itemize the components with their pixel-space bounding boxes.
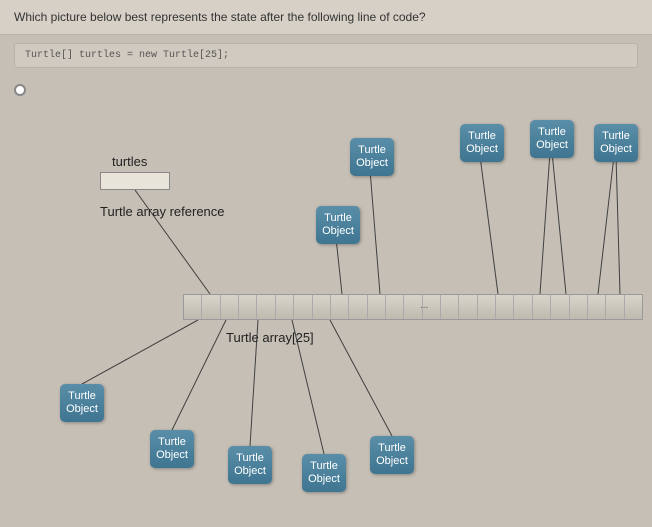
array-cell — [533, 295, 551, 319]
option-radio[interactable] — [14, 84, 26, 96]
array-cell — [588, 295, 606, 319]
code-line: Turtle[] turtles = new Turtle[25]; — [14, 43, 638, 68]
array-cell — [294, 295, 312, 319]
turtle-object-box: TurtleObject — [150, 430, 194, 468]
turtle-object-box: TurtleObject — [460, 124, 504, 162]
array-cell — [496, 295, 514, 319]
array-cell — [202, 295, 220, 319]
array-cell — [257, 295, 275, 319]
array-cell — [625, 295, 642, 319]
array-cell — [570, 295, 588, 319]
array-cell — [386, 295, 404, 319]
turtle-object-box: TurtleObject — [60, 384, 104, 422]
turtle-array-reference-label: Turtle array reference — [100, 204, 225, 219]
array-cell — [184, 295, 202, 319]
turtles-var-box — [100, 172, 170, 190]
array-cell — [349, 295, 367, 319]
turtle-object-box: TurtleObject — [594, 124, 638, 162]
turtle-array-25-label: Turtle array[25] — [226, 330, 314, 345]
turtle-array-strip — [183, 294, 643, 320]
array-cell — [441, 295, 459, 319]
turtle-object-box: TurtleObject — [530, 120, 574, 158]
array-cell — [239, 295, 257, 319]
array-cell — [606, 295, 624, 319]
question-text: Which picture below best represents the … — [0, 0, 652, 35]
array-cell — [331, 295, 349, 319]
diagram: turtles Turtle array reference Turtle ar… — [0, 76, 652, 516]
turtle-object-box: TurtleObject — [302, 454, 346, 492]
array-cell — [368, 295, 386, 319]
array-cell — [551, 295, 569, 319]
turtle-object-box: TurtleObject — [370, 436, 414, 474]
turtles-var-label: turtles — [112, 154, 147, 169]
turtle-object-box: TurtleObject — [228, 446, 272, 484]
turtle-object-box: TurtleObject — [350, 138, 394, 176]
array-cell — [514, 295, 532, 319]
array-cell — [313, 295, 331, 319]
array-cell — [221, 295, 239, 319]
array-cell — [276, 295, 294, 319]
ellipsis: ... — [420, 300, 428, 311]
turtle-object-box: TurtleObject — [316, 206, 360, 244]
array-cell — [459, 295, 477, 319]
array-cell — [478, 295, 496, 319]
